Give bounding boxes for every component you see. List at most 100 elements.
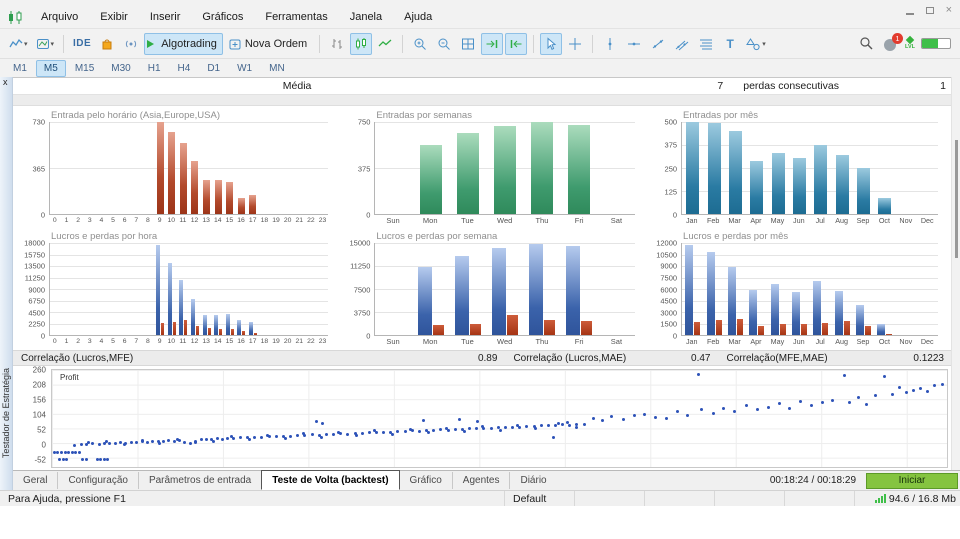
menu-ajuda[interactable]: Ajuda — [404, 11, 433, 23]
candlestick-mode-button[interactable] — [350, 32, 373, 55]
x-tick-label: 18 — [260, 338, 269, 345]
zoom-in-button[interactable] — [409, 33, 431, 55]
timeframe-m15[interactable]: M15 — [74, 62, 95, 74]
fibonacci-tool-button[interactable] — [695, 33, 717, 55]
bar — [191, 161, 199, 214]
timeframe-w1[interactable]: W1 — [237, 62, 253, 74]
timeframe-mn[interactable]: MN — [269, 62, 285, 74]
market-button[interactable] — [96, 33, 118, 55]
crosshair-icon — [569, 37, 582, 50]
x-tick-label: 9 — [157, 217, 162, 224]
profile-selector[interactable]: Default — [504, 491, 574, 506]
scatter-point — [324, 432, 328, 436]
menu-exibir[interactable]: Exibir — [100, 11, 128, 23]
tile-windows-button[interactable] — [457, 33, 479, 55]
search-button[interactable] — [855, 33, 877, 55]
new-order-button[interactable]: Nova Ordem — [225, 33, 313, 55]
chart-shift-button[interactable] — [505, 32, 528, 55]
tester-panel-label[interactable]: Testador de Estratégia — [1, 367, 11, 458]
channel-tool-button[interactable] — [671, 33, 693, 55]
start-button[interactable]: Iniciar — [866, 472, 958, 489]
fibonacci-levels-icon — [700, 39, 713, 49]
auto-scroll-button[interactable] — [481, 32, 504, 55]
bar — [470, 323, 482, 335]
menu-inserir[interactable]: Inserir — [149, 11, 181, 23]
x-tick-label: 8 — [146, 217, 150, 224]
scatter-point — [462, 430, 466, 433]
plot-area — [681, 243, 938, 336]
chart-profile-button[interactable]: ▾ — [33, 33, 58, 55]
y-tick-label: 52 — [37, 425, 46, 435]
text-tool-button[interactable]: T — [719, 33, 741, 55]
x-tick-label: 13 — [202, 217, 210, 224]
bar-slot — [108, 122, 120, 214]
tab-configuracao[interactable]: Configuração — [57, 472, 137, 489]
bar-slot — [831, 122, 852, 214]
bar-slot — [598, 122, 635, 214]
y-tick-label: 3000 — [660, 308, 678, 318]
timeframe-m30[interactable]: M30 — [111, 62, 131, 74]
ide-button[interactable]: IDE — [70, 33, 94, 55]
bar — [507, 314, 519, 335]
menu-arquivo[interactable]: Arquivo — [41, 11, 79, 23]
timeframe-h4[interactable]: H4 — [177, 62, 191, 74]
line-mode-button[interactable] — [374, 33, 396, 55]
timeframe-m1[interactable]: M1 — [13, 62, 27, 74]
bar-slot — [85, 122, 97, 214]
scrollbar-thumb[interactable] — [955, 139, 958, 258]
plot-area — [374, 243, 636, 336]
tab-agentes[interactable]: Agentes — [451, 472, 510, 489]
algotrading-button[interactable]: Algotrading — [144, 32, 223, 55]
tab-grafico[interactable]: Gráfico — [409, 475, 442, 486]
minimize-icon[interactable] — [905, 12, 914, 15]
bar — [544, 320, 556, 335]
plot-area — [374, 122, 636, 215]
scatter-point — [552, 436, 556, 440]
menu-ferramentas[interactable]: Ferramentas — [265, 11, 328, 23]
trendline-tool-button[interactable] — [647, 33, 669, 55]
new-order-label: Nova Ordem — [244, 37, 308, 50]
panel-close-icon[interactable]: x — [3, 77, 8, 87]
bar-slot — [259, 243, 271, 335]
timeframe-h1[interactable]: H1 — [147, 62, 161, 74]
chart-type-button[interactable]: ▾ — [6, 33, 31, 55]
y-tick-label: 0 — [672, 210, 678, 220]
horizontal-line-tool-button[interactable] — [623, 33, 645, 55]
x-tick-label: 9 — [157, 338, 162, 345]
scatter-plot-area: Profit — [51, 369, 948, 468]
y-tick-label: 18000 — [24, 238, 45, 248]
gridline — [682, 323, 938, 325]
bar-slot — [767, 243, 788, 335]
level-button[interactable]: LVL — [905, 35, 915, 50]
status-cell — [574, 491, 644, 506]
correlation-mfe-label: Correlação (Lucros,MFE) — [21, 352, 134, 364]
scatter-point — [104, 440, 108, 444]
y-tick-label: 365 — [32, 164, 45, 173]
vertical-line-tool-button[interactable] — [599, 33, 621, 55]
bar-chart-mode-button[interactable] — [326, 33, 348, 55]
timeframe-d1[interactable]: D1 — [207, 62, 221, 74]
menu-graficos[interactable]: Gráficos — [202, 11, 244, 23]
timeframe-m5[interactable]: M5 — [35, 59, 66, 77]
x-tick-label: 20 — [283, 338, 292, 345]
notifications-button[interactable]: 1 — [884, 33, 904, 51]
cursor-tool-button[interactable] — [540, 32, 563, 55]
scatter-point — [744, 404, 748, 408]
scatter-point — [432, 429, 436, 433]
crosshair-tool-button[interactable] — [564, 33, 586, 55]
tab-geral[interactable]: Geral — [23, 475, 48, 486]
menu-janela[interactable]: Janela — [349, 11, 383, 23]
tab-parametros[interactable]: Parâmetros de entrada — [137, 472, 261, 489]
tab-diario[interactable]: Diário — [509, 472, 556, 489]
gridline — [682, 266, 938, 267]
scatter-point — [446, 428, 450, 432]
zoom-out-button[interactable] — [433, 33, 455, 55]
bar-slot — [259, 122, 271, 214]
tab-backtest[interactable]: Teste de Volta (backtest) — [261, 470, 400, 490]
close-icon[interactable]: × — [945, 4, 952, 16]
vertical-scrollbar[interactable] — [951, 77, 960, 470]
shapes-tool-button[interactable]: ▾ — [743, 33, 769, 55]
signals-button[interactable] — [120, 33, 142, 55]
restore-icon[interactable] — [925, 7, 934, 14]
scatter-point — [403, 430, 407, 434]
